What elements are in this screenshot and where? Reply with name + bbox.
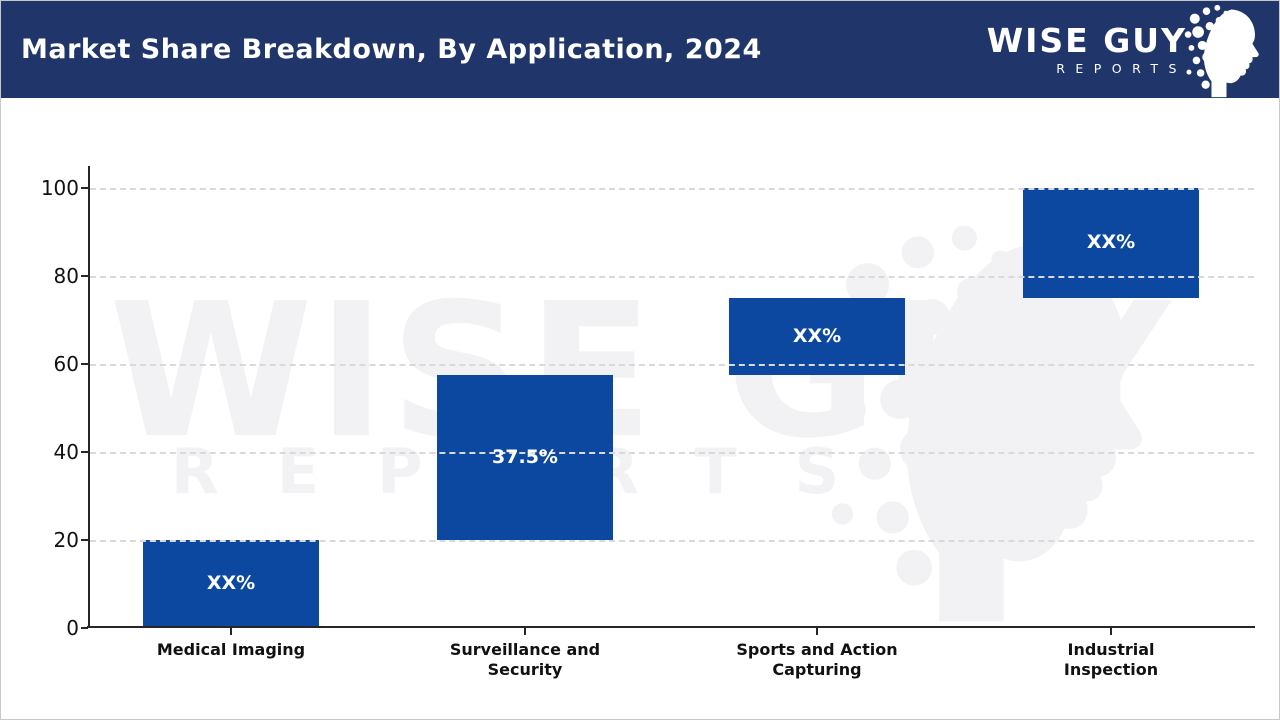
header-band: Market Share Breakdown, By Application, … — [1, 1, 1280, 98]
bar-value-label: XX% — [792, 324, 842, 347]
brand-logo: WISE GUY REPORTS — [987, 2, 1280, 98]
brand-logo-text: WISE GUY REPORTS — [987, 24, 1187, 76]
y-tick-label-100: 100 — [40, 176, 79, 200]
x-category-label: Sports and Action Capturing — [736, 640, 898, 679]
x-tick-mark — [230, 628, 232, 635]
bar-value-label: XX% — [1086, 231, 1136, 253]
gridline-y-40 — [90, 452, 1254, 454]
x-category-label: Industrial Inspection — [1063, 640, 1159, 679]
y-tick-mark-80 — [81, 275, 88, 277]
y-tick-label-40: 40 — [53, 440, 79, 464]
y-tick-mark-20 — [81, 539, 88, 541]
y-tick-label-0: 0 — [66, 616, 79, 640]
x-category-label: Surveillance and Security — [449, 640, 601, 679]
y-tick-mark-40 — [81, 451, 88, 453]
bar-segment — [143, 540, 319, 628]
gridline-y-80 — [90, 276, 1254, 278]
y-axis-line — [88, 166, 90, 628]
x-tick-mark — [816, 628, 818, 635]
x-axis-line — [87, 626, 1255, 628]
brand-name: WISE GUY — [986, 20, 1187, 60]
y-tick-label-80: 80 — [53, 264, 79, 288]
y-tick-label-60: 60 — [53, 352, 79, 376]
bar-segment — [1023, 188, 1199, 298]
brand-subname: REPORTS — [1056, 60, 1187, 76]
x-tick-mark — [524, 628, 526, 635]
page-title: Market Share Breakdown, By Application, … — [21, 34, 762, 65]
x-tick-mark — [1110, 628, 1112, 635]
bar-segment — [729, 298, 905, 375]
gridline-y-60 — [90, 364, 1254, 366]
gridline-y-20 — [90, 540, 1254, 542]
x-category-label: Medical Imaging — [156, 640, 306, 659]
bar-value-label: XX% — [206, 572, 256, 594]
gridline-y-100 — [90, 188, 1254, 190]
y-tick-mark-100 — [81, 187, 88, 189]
y-tick-label-20: 20 — [53, 528, 79, 552]
y-tick-mark-0 — [81, 627, 88, 629]
bar-value-label: 37.5% — [492, 445, 558, 468]
bar-segment — [437, 375, 613, 540]
y-tick-mark-60 — [81, 363, 88, 365]
